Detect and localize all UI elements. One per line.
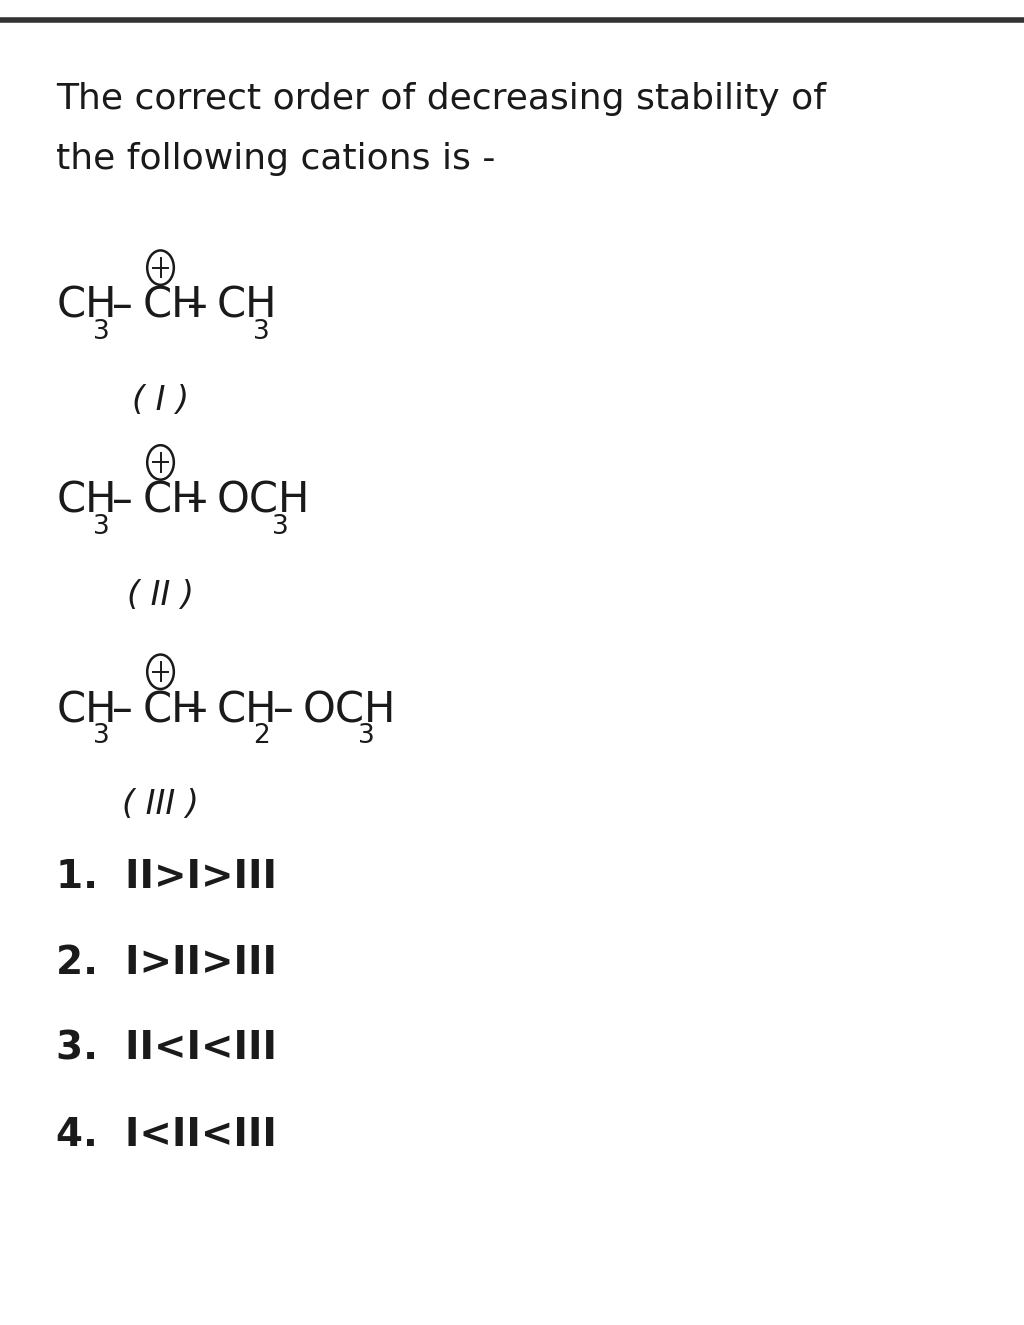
Text: OCH: OCH [217,480,310,522]
Text: CH: CH [217,689,278,731]
Text: –: – [187,689,208,731]
Text: CH: CH [217,285,278,327]
Text: –: – [187,285,208,327]
Text: –: – [113,480,133,522]
Text: 2: 2 [254,723,270,750]
Text: 2.  I>II>III: 2. I>II>III [56,943,278,982]
Text: 4.  I<II<III: 4. I<II<III [56,1116,278,1154]
Text: CH: CH [56,480,117,522]
Text: CH: CH [56,285,117,327]
Text: 3: 3 [254,319,270,346]
Text: –: – [273,689,294,731]
Text: 3: 3 [93,319,110,346]
Text: OCH: OCH [303,689,396,731]
Text: 3: 3 [93,723,110,750]
Text: CH: CH [142,480,203,522]
Text: –: – [113,689,133,731]
Text: CH: CH [56,689,117,731]
Text: –: – [113,285,133,327]
Text: ( I ): ( I ) [132,384,189,417]
Text: The correct order of decreasing stability of: The correct order of decreasing stabilit… [56,82,826,117]
Text: 3: 3 [93,514,110,541]
Text: ( III ): ( III ) [122,788,199,822]
Text: 3: 3 [357,723,375,750]
Text: CH: CH [142,689,203,731]
Text: CH: CH [142,285,203,327]
Text: ( II ): ( II ) [127,579,194,612]
Text: –: – [187,480,208,522]
Text: the following cations is -: the following cations is - [56,142,496,176]
Text: 1.  II>I>III: 1. II>I>III [56,857,278,896]
Text: 3: 3 [271,514,289,541]
Text: 3.  II<I<III: 3. II<I<III [56,1030,278,1068]
